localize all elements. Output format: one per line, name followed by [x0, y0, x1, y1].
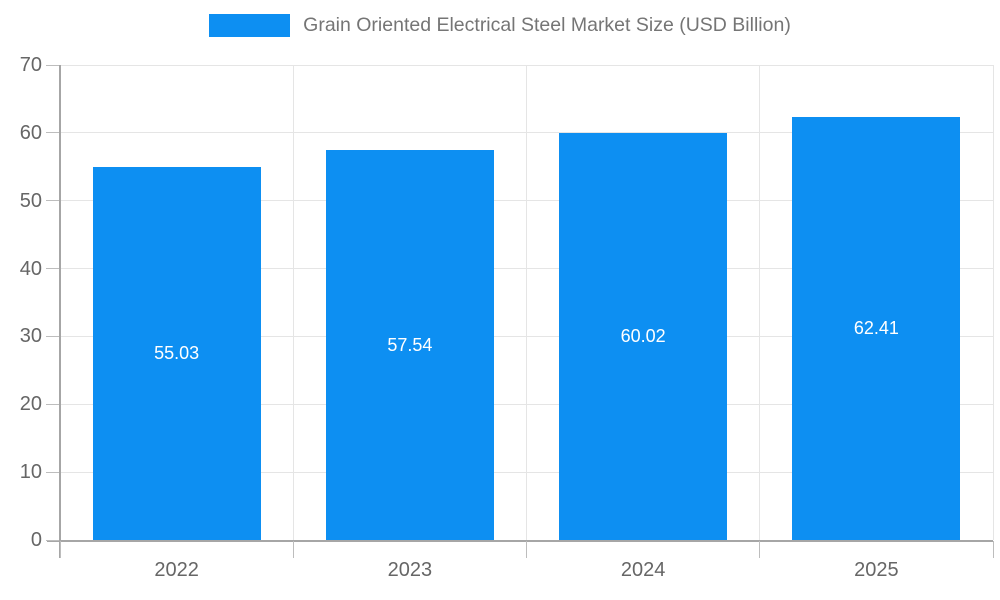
bar-value-label: 57.54 — [387, 334, 433, 355]
x-axis-label: 2024 — [620, 559, 666, 581]
gridline-vertical — [992, 65, 994, 540]
bar-2023: 57.54 — [325, 149, 494, 540]
y-tick-mark — [46, 64, 59, 66]
legend-label: Grain Oriented Electrical Steel Market S… — [303, 13, 791, 36]
y-tick-mark — [46, 335, 59, 337]
x-tick-mark — [992, 541, 994, 558]
bar-value-label: 60.02 — [620, 326, 666, 347]
y-axis-label: 50 — [19, 189, 42, 212]
x-axis-line — [47, 540, 993, 542]
y-axis-label: 20 — [19, 393, 42, 416]
y-tick-mark — [46, 132, 59, 134]
x-tick-mark — [526, 541, 527, 558]
bar-value-label: 55.03 — [154, 343, 200, 364]
y-axis-label: 0 — [30, 529, 42, 551]
x-tick-mark — [292, 541, 294, 558]
bar-2022: 55.03 — [92, 166, 261, 540]
y-axis-label: 60 — [19, 121, 42, 144]
x-axis-label: 2025 — [854, 559, 899, 581]
y-axis-label: 30 — [19, 325, 42, 348]
gridline-vertical — [292, 65, 294, 540]
chart-legend[interactable]: Grain Oriented Electrical Steel Market S… — [0, 14, 1000, 37]
gridline-vertical — [526, 65, 527, 540]
bar-value-label: 62.41 — [853, 318, 899, 339]
y-tick-mark — [46, 268, 59, 270]
y-tick-mark — [46, 471, 59, 473]
y-axis-label: 10 — [19, 461, 42, 484]
x-axis-label: 2022 — [154, 559, 199, 581]
y-axis-label: 70 — [19, 54, 42, 76]
plot-area: 55.03 57.54 60.02 62.41 — [60, 64, 994, 540]
x-tick-mark — [759, 541, 761, 558]
bar-2024: 60.02 — [559, 132, 728, 540]
y-tick-mark — [46, 200, 59, 202]
y-axis-label: 40 — [19, 257, 42, 280]
y-tick-mark — [46, 403, 59, 405]
legend-swatch — [209, 14, 291, 37]
x-axis-label: 2023 — [387, 559, 433, 581]
y-axis-line — [59, 65, 61, 558]
y-tick-mark — [46, 539, 59, 541]
gridline-vertical — [759, 65, 761, 540]
bar-2025: 62.41 — [792, 116, 961, 540]
x-tick-mark — [59, 541, 61, 558]
